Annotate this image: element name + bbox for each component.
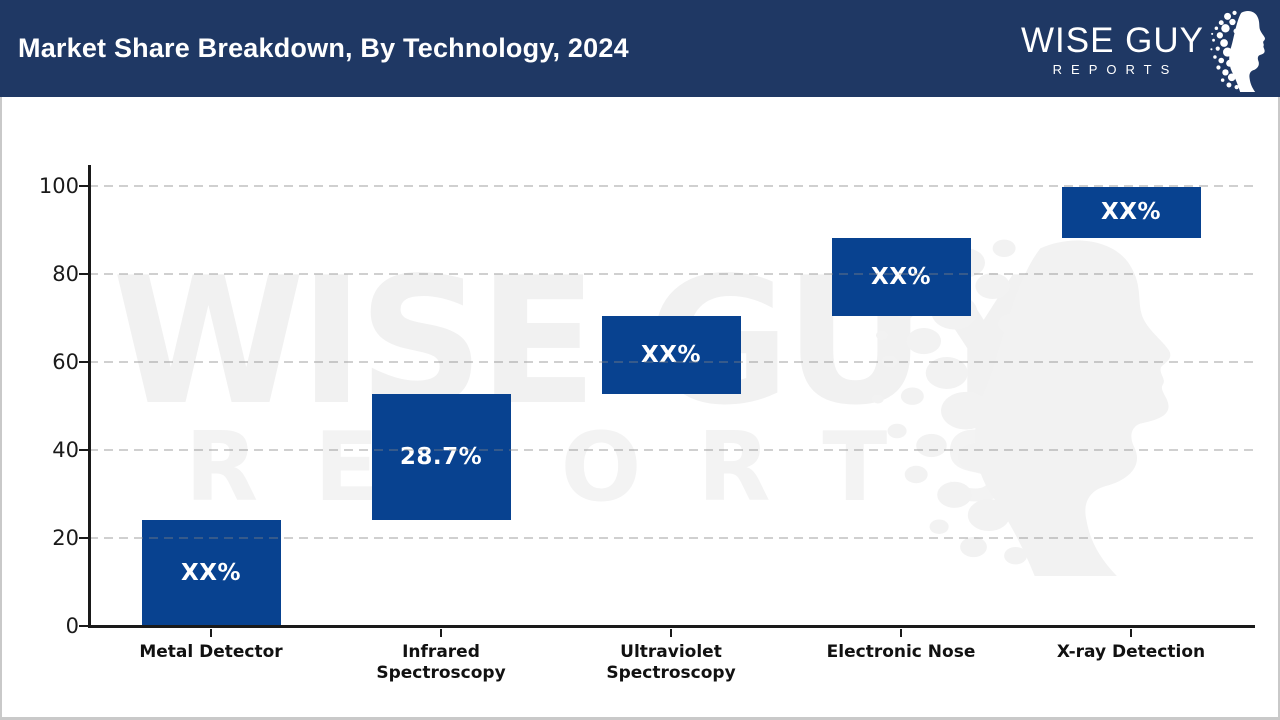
x-axis-label: Infrared Spectroscopy (376, 642, 506, 684)
wise-guy-logo: WISE GUY REPORTS (1021, 8, 1268, 92)
x-axis-tick (440, 629, 442, 637)
bar: XX% (831, 237, 971, 317)
bar: 28.7% (371, 393, 511, 520)
gridline (89, 361, 1255, 363)
bar-value-label: XX% (870, 264, 931, 291)
y-axis-tick (79, 185, 88, 187)
y-axis-tick-label: 60 (52, 350, 79, 374)
logo-subtitle: REPORTS (1052, 61, 1179, 77)
x-axis-baseline (88, 625, 1255, 628)
x-axis-tick (900, 629, 902, 637)
bar-value-label: XX% (180, 559, 241, 586)
y-axis-tick (79, 361, 88, 363)
y-axis-tick-label: 100 (38, 174, 79, 198)
gridline (89, 537, 1255, 539)
logo-wordmark: WISE GUY (1020, 21, 1204, 61)
dotted-face-icon (1210, 10, 1265, 92)
x-axis-label: X-ray Detection (1056, 642, 1206, 662)
bar-value-label: XX% (1100, 199, 1161, 226)
y-axis-tick-label: 80 (52, 262, 79, 286)
gridline (89, 449, 1255, 451)
y-axis-tick (79, 537, 88, 539)
x-axis-tick (1130, 629, 1132, 637)
y-axis-tick-label: 0 (65, 614, 79, 638)
bar: XX% (141, 519, 281, 626)
y-axis-tick-label: 20 (52, 526, 79, 550)
y-axis-spine (88, 165, 91, 626)
y-axis-tick (79, 449, 88, 451)
y-axis-tick-label: 40 (52, 438, 79, 462)
y-axis-tick (79, 273, 88, 275)
gridline (89, 273, 1255, 275)
watermark-subtitle: REPORTS (185, 413, 1068, 523)
x-axis-tick (210, 629, 212, 637)
x-axis-label: Ultraviolet Spectroscopy (606, 642, 736, 684)
bar-value-label: 28.7% (399, 443, 483, 470)
logo-text: WISE GUY REPORTS (1020, 21, 1204, 77)
x-axis-tick (670, 629, 672, 637)
x-axis-label: Metal Detector (139, 642, 283, 662)
bar: XX% (1061, 186, 1201, 238)
header: Market Share Breakdown, By Technology, 2… (0, 0, 1280, 97)
y-axis-tick (79, 625, 88, 627)
bar-value-label: XX% (640, 341, 701, 368)
x-axis-label: Electronic Nose (826, 642, 976, 662)
bar: XX% (601, 316, 741, 394)
gridline (89, 185, 1255, 187)
page-title: Market Share Breakdown, By Technology, 2… (18, 33, 629, 63)
